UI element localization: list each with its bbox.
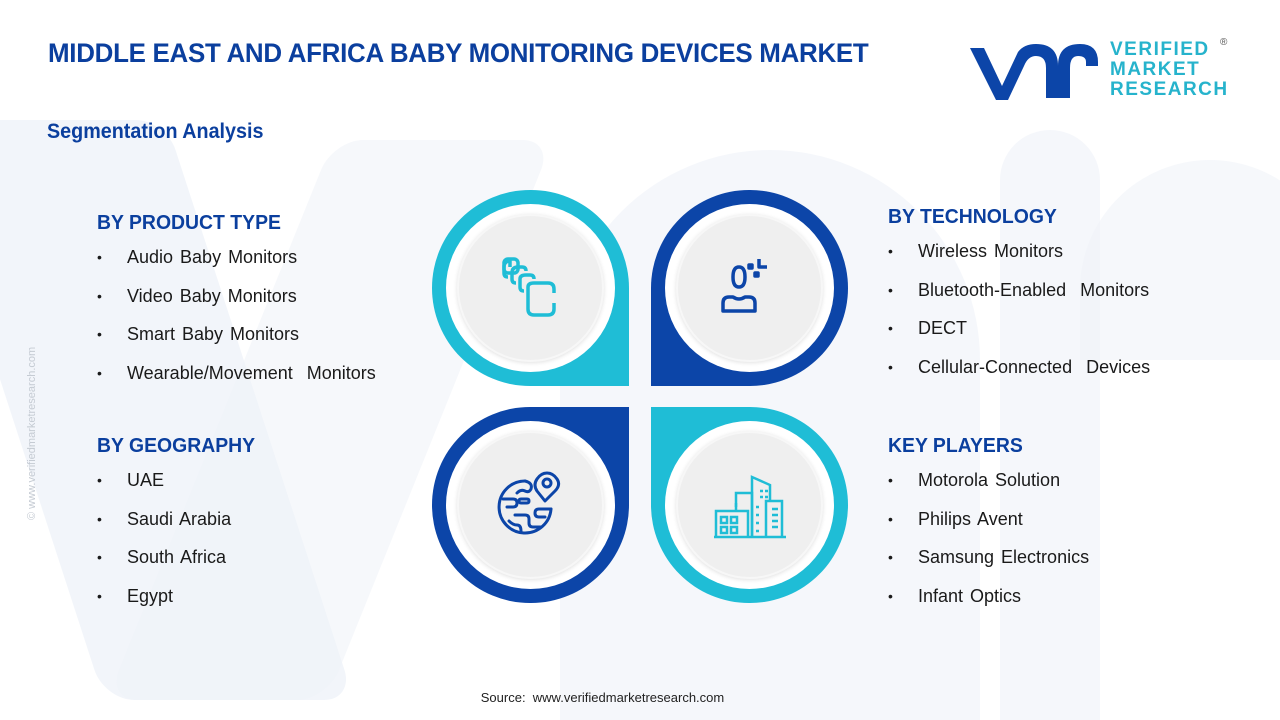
logo-line-research: RESEARCH — [1110, 79, 1229, 100]
logo-text: VERIFIED MARKET RESEARCH — [1110, 40, 1229, 100]
bullet-icon: • — [97, 249, 102, 265]
bullet-icon: • — [97, 326, 102, 342]
list-item: • Cellular-Connected Devices — [888, 357, 1150, 396]
segment-product-type: BY PRODUCT TYPE • Audio Baby Monitors • Vi… — [97, 212, 376, 401]
segment-geography: BY GEOGRAPHY • UAE • Saudi Arabia • South A… — [97, 435, 260, 624]
page-subtitle: Segmentation Analysis — [47, 120, 264, 143]
source-text: Source: www.verifiedmarketresearch.com — [480, 690, 725, 705]
vertical-watermark: © www.verifiedmarketresearch.com — [26, 346, 38, 520]
list-item: • Egypt — [97, 586, 260, 625]
buildings-icon — [713, 475, 786, 539]
item-label: Egypt — [127, 585, 174, 606]
bullet-icon: • — [97, 549, 102, 565]
segment-heading: BY GEOGRAPHY — [97, 435, 256, 457]
list-item: • DECT — [888, 318, 1150, 357]
list-item: • Philips Avent — [888, 509, 1089, 548]
item-label: Video Baby Monitors — [127, 285, 297, 306]
item-label: South Africa — [127, 547, 227, 567]
source-footer: Source: www.verifiedmarketresearch.com — [0, 690, 1280, 705]
bullet-icon: • — [888, 587, 893, 604]
quadrant-product-type — [432, 190, 629, 386]
bullet-icon: • — [888, 472, 893, 488]
registered-mark: ® — [1220, 37, 1228, 48]
item-label: Motorola Solution — [918, 470, 1061, 490]
item-label: Saudi Arabia — [127, 508, 232, 529]
bullet-icon: • — [97, 472, 102, 488]
list-item: • Samsung Electronics — [888, 547, 1089, 586]
item-label: Cellular-Connected Devices — [918, 356, 1151, 377]
item-label: DECT — [918, 318, 967, 338]
bullet-icon: • — [888, 281, 893, 298]
list-item: • Infant Optics — [888, 586, 1089, 625]
bullet-icon: • — [888, 320, 893, 336]
bullet-icon: • — [97, 510, 102, 527]
segment-technology: BY TECHNOLOGY • Wireless Monitors • Blueto… — [888, 206, 1150, 395]
list-item: • Saudi Arabia — [97, 509, 260, 548]
segment-key-players: KEY PLAYERS • Motorola Solution • Philips … — [888, 435, 1089, 624]
list-item: • Bluetooth-Enabled Monitors — [888, 280, 1150, 319]
item-label: Infant Optics — [918, 585, 1022, 606]
bullet-icon: • — [97, 364, 102, 381]
list-item: • UAE — [97, 470, 260, 509]
stacked-squares-icon — [501, 257, 556, 317]
logo-line-market: MARKET — [1110, 59, 1201, 80]
quadrant-key-players — [651, 407, 848, 603]
person-tech-icon — [720, 259, 767, 313]
bullet-icon: • — [888, 243, 893, 259]
item-label: Audio Baby Monitors — [127, 247, 298, 267]
list-item: • Wireless Monitors — [888, 241, 1150, 280]
list-item: • Wearable/Movement Monitors — [97, 363, 376, 402]
segment-heading: KEY PLAYERS — [888, 435, 1023, 457]
item-label: Philips Avent — [918, 508, 1023, 529]
list-item: • Audio Baby Monitors — [97, 247, 376, 286]
quadrant-technology — [651, 190, 848, 386]
quadrant-geography — [432, 407, 629, 603]
watermark-shape — [1000, 130, 1100, 720]
item-label: Wearable/Movement Monitors — [127, 362, 376, 383]
bullet-icon: • — [888, 549, 893, 565]
segment-heading: BY TECHNOLOGY — [888, 206, 1057, 228]
item-label: Samsung Electronics — [918, 547, 1090, 567]
segment-heading: BY PRODUCT TYPE — [97, 212, 281, 234]
list-item: • Video Baby Monitors — [97, 286, 376, 325]
item-label: Wireless Monitors — [918, 241, 1064, 261]
list-item: • Smart Baby Monitors — [97, 324, 376, 363]
bullet-icon: • — [888, 510, 893, 527]
item-label: UAE — [127, 470, 165, 490]
bullet-icon: • — [888, 358, 893, 375]
vmr-logo-icon — [970, 44, 1098, 100]
bullet-icon: • — [97, 287, 102, 304]
item-label: Smart Baby Monitors — [127, 324, 300, 344]
page-title: MIDDLE EAST AND AFRICA BABY MONITORING D… — [48, 38, 869, 68]
item-label: Bluetooth-Enabled Monitors — [918, 279, 1150, 300]
bullet-icon: • — [97, 587, 102, 604]
logo-line-verified: VERIFIED — [1110, 39, 1210, 60]
list-item: • South Africa — [97, 547, 260, 586]
list-item: • Motorola Solution — [888, 470, 1089, 509]
globe-location-icon — [497, 471, 560, 535]
